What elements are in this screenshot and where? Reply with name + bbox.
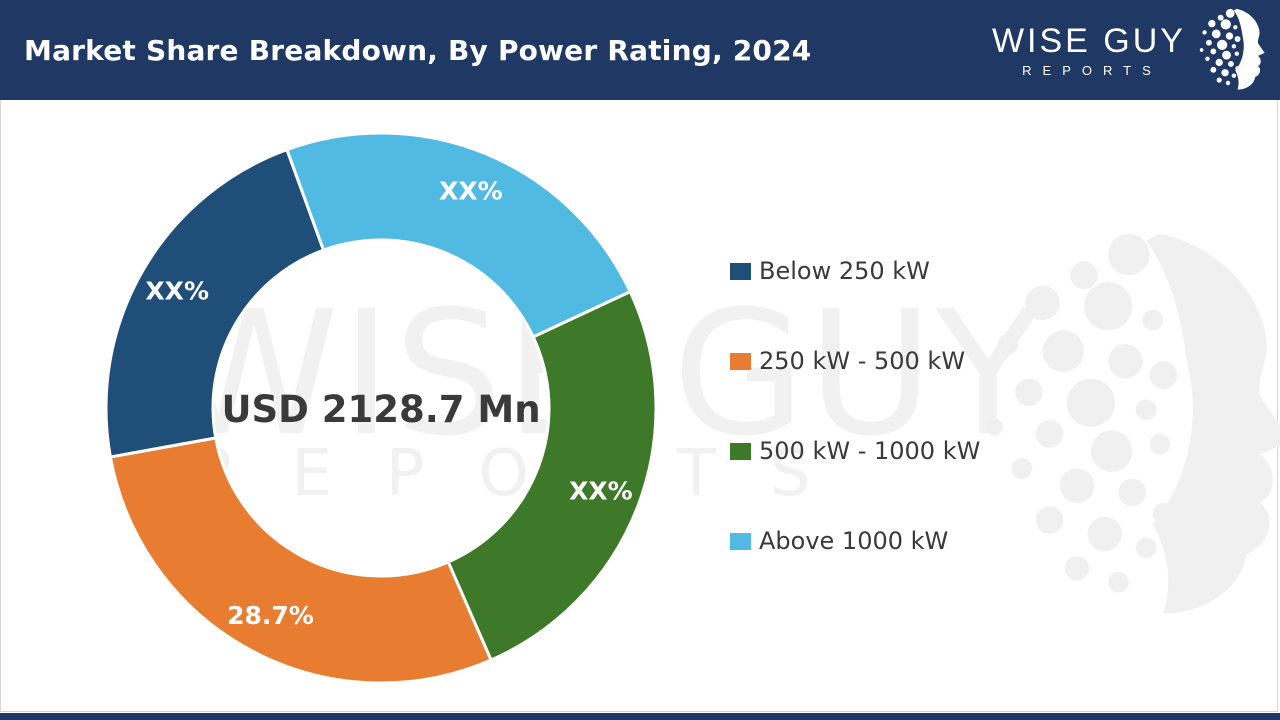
donut-segment-4[interactable] bbox=[285, 131, 632, 339]
footer-bar bbox=[0, 713, 1280, 720]
donut-chart: XX% 28.7% XX% XX% bbox=[104, 131, 658, 685]
segment-value-label: 28.7% bbox=[227, 601, 314, 630]
legend-item-2[interactable]: 250 kW - 500 kW bbox=[730, 347, 980, 375]
logo-subtitle: REPORTS bbox=[1022, 62, 1162, 78]
legend-swatch bbox=[730, 532, 751, 550]
donut-center-value: USD 2128.7 Mn bbox=[221, 388, 541, 431]
chart-area: WISE GUY REPORTS XX% 28.7% XX% XX% USD 2128… bbox=[0, 100, 1280, 712]
segment-value-label: XX% bbox=[439, 176, 503, 205]
chart-legend: Below 250 kW 250 kW - 500 kW 500 kW - 1000… bbox=[730, 257, 981, 618]
watermark-head-icon bbox=[985, 233, 1280, 614]
donut-segment-2[interactable] bbox=[108, 436, 493, 685]
page-title: Market Share Breakdown, By Power Rating,… bbox=[24, 33, 812, 67]
donut-segment-1[interactable] bbox=[104, 148, 326, 459]
wiseguy-head-icon bbox=[1199, 8, 1265, 90]
legend-item-1[interactable]: Below 250 kW bbox=[730, 257, 980, 285]
legend-label: 500 kW - 1000 kW bbox=[759, 437, 981, 465]
segment-value-label: XX% bbox=[145, 277, 209, 306]
logo-wordmark: WISE GUY bbox=[991, 21, 1186, 60]
legend-label: Above 1000 kW bbox=[759, 527, 949, 555]
logo-text: WISE GUY REPORTS bbox=[992, 24, 1186, 77]
header-bar: Market Share Breakdown, By Power Rating,… bbox=[0, 0, 1280, 100]
watermark-subtitle: REPORTS bbox=[193, 437, 865, 511]
legend-swatch bbox=[730, 352, 751, 370]
donut-segment-3[interactable] bbox=[446, 290, 658, 662]
legend-swatch bbox=[730, 442, 751, 460]
legend-label: Below 250 kW bbox=[759, 257, 930, 285]
legend-label: 250 kW - 500 kW bbox=[759, 347, 966, 375]
legend-item-4[interactable]: Above 1000 kW bbox=[730, 527, 980, 555]
legend-swatch bbox=[730, 262, 751, 280]
segment-value-label: XX% bbox=[569, 477, 633, 506]
legend-item-3[interactable]: 500 kW - 1000 kW bbox=[730, 437, 981, 465]
wiseguy-logo: WISE GUY REPORTS bbox=[992, 6, 1266, 94]
